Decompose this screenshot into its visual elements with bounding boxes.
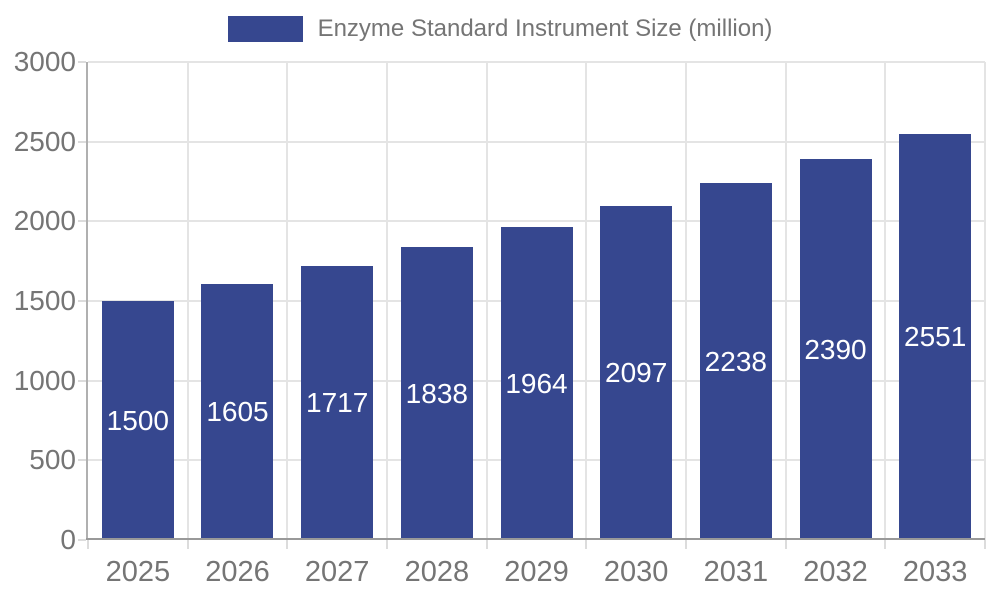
bar-value-label: 1717 bbox=[306, 387, 369, 419]
h-gridline bbox=[88, 220, 985, 223]
v-gridline bbox=[385, 62, 388, 540]
x-axis-tick-mark bbox=[585, 540, 588, 549]
v-gridline bbox=[684, 62, 687, 540]
x-axis-tick-label-2029: 2029 bbox=[504, 556, 569, 588]
x-axis-tick-label-2031: 2031 bbox=[703, 556, 769, 588]
y-axis-tick-mark bbox=[78, 140, 86, 143]
bar-2028[interactable]: 1838 bbox=[400, 247, 473, 540]
y-axis-tick-mark bbox=[78, 539, 86, 541]
x-axis-tick-mark bbox=[87, 540, 89, 549]
x-axis-tick-label-2025: 2025 bbox=[105, 556, 171, 588]
bar-value-label: 1838 bbox=[405, 377, 468, 409]
x-axis-tick-mark bbox=[286, 540, 289, 549]
y-axis-line bbox=[86, 62, 88, 540]
x-axis-tick-mark bbox=[884, 540, 887, 549]
bar-value-label: 2551 bbox=[904, 320, 967, 352]
x-axis-tick-marks bbox=[87, 540, 986, 549]
y-axis-tick-mark bbox=[78, 300, 86, 302]
bar-2032[interactable]: 2390 bbox=[799, 159, 872, 540]
bar-2031[interactable]: 2238 bbox=[699, 183, 772, 540]
v-gridline bbox=[984, 62, 986, 540]
h-gridline bbox=[88, 140, 985, 143]
legend-label: Enzyme Standard Instrument Size (million… bbox=[317, 15, 773, 42]
bar-value-label: 2390 bbox=[804, 333, 867, 365]
v-gridline bbox=[784, 62, 787, 540]
bar-2025[interactable]: 1500 bbox=[101, 301, 174, 540]
x-axis-line bbox=[86, 538, 985, 540]
x-axis-tick-label-2028: 2028 bbox=[404, 556, 470, 588]
x-axis-tick-label-2032: 2032 bbox=[803, 556, 868, 588]
x-axis-tick-mark bbox=[385, 540, 388, 549]
bar-2033[interactable]: 2551 bbox=[899, 133, 972, 540]
x-axis-tick-mark bbox=[784, 540, 787, 549]
bar-value-label: 1500 bbox=[106, 404, 169, 436]
y-axis-tick-marks bbox=[78, 61, 86, 541]
bar-2029[interactable]: 1964 bbox=[500, 227, 573, 540]
x-axis-tick-label-2030: 2030 bbox=[603, 556, 669, 588]
y-axis-tick-label: 2500 bbox=[13, 125, 76, 157]
h-gridline bbox=[88, 61, 985, 63]
x-axis-tick-label-2033: 2033 bbox=[902, 556, 968, 588]
bar-2026[interactable]: 1605 bbox=[201, 284, 274, 540]
x-axis-tick-mark bbox=[984, 540, 986, 549]
x-axis-tick-labels: 2025 2026 2027 2028 2029 2030 2031 2032 2033 bbox=[88, 558, 985, 590]
bar-value-label: 1964 bbox=[505, 367, 568, 399]
y-axis-tick-label: 3000 bbox=[13, 46, 76, 77]
x-axis-tick-label-2027: 2027 bbox=[304, 556, 370, 588]
x-axis-tick-label-2026: 2026 bbox=[205, 556, 270, 588]
plot-area: 1500 1605 1717 1838 1964 2097 2238 2390 2551 bbox=[88, 61, 986, 540]
x-axis-tick-mark bbox=[186, 540, 189, 549]
y-axis-tick-label: 500 bbox=[29, 444, 76, 476]
v-gridline bbox=[585, 62, 588, 540]
y-axis-tick-labels: 0 500 1000 1500 2000 2500 3000 bbox=[0, 48, 76, 554]
x-axis-tick-mark bbox=[684, 540, 687, 549]
bar-2027[interactable]: 1717 bbox=[301, 266, 374, 540]
y-axis-tick-label: 1500 bbox=[13, 285, 76, 316]
y-axis-tick-label: 0 bbox=[60, 524, 76, 555]
bar-value-label: 2097 bbox=[605, 356, 668, 388]
v-gridline bbox=[286, 62, 289, 540]
y-axis-tick-mark bbox=[78, 379, 86, 382]
bar-2030[interactable]: 2097 bbox=[600, 205, 673, 540]
y-axis-tick-label: 2000 bbox=[13, 205, 76, 237]
v-gridline bbox=[186, 62, 189, 540]
bar-value-label: 1605 bbox=[206, 396, 269, 428]
y-axis-tick-mark bbox=[78, 459, 86, 462]
bar-value-label: 2238 bbox=[704, 345, 767, 377]
legend-swatch bbox=[227, 16, 303, 42]
y-axis-tick-mark bbox=[78, 61, 86, 63]
legend[interactable]: Enzyme Standard Instrument Size (million… bbox=[0, 16, 1000, 42]
bar-series: 1500 1605 1717 1838 1964 2097 2238 2390 2551 bbox=[88, 62, 985, 540]
y-axis-tick-mark bbox=[78, 220, 86, 223]
v-gridline bbox=[485, 62, 488, 540]
v-gridline bbox=[884, 62, 887, 540]
x-axis-tick-mark bbox=[485, 540, 488, 549]
y-axis-tick-label: 1000 bbox=[13, 364, 76, 396]
